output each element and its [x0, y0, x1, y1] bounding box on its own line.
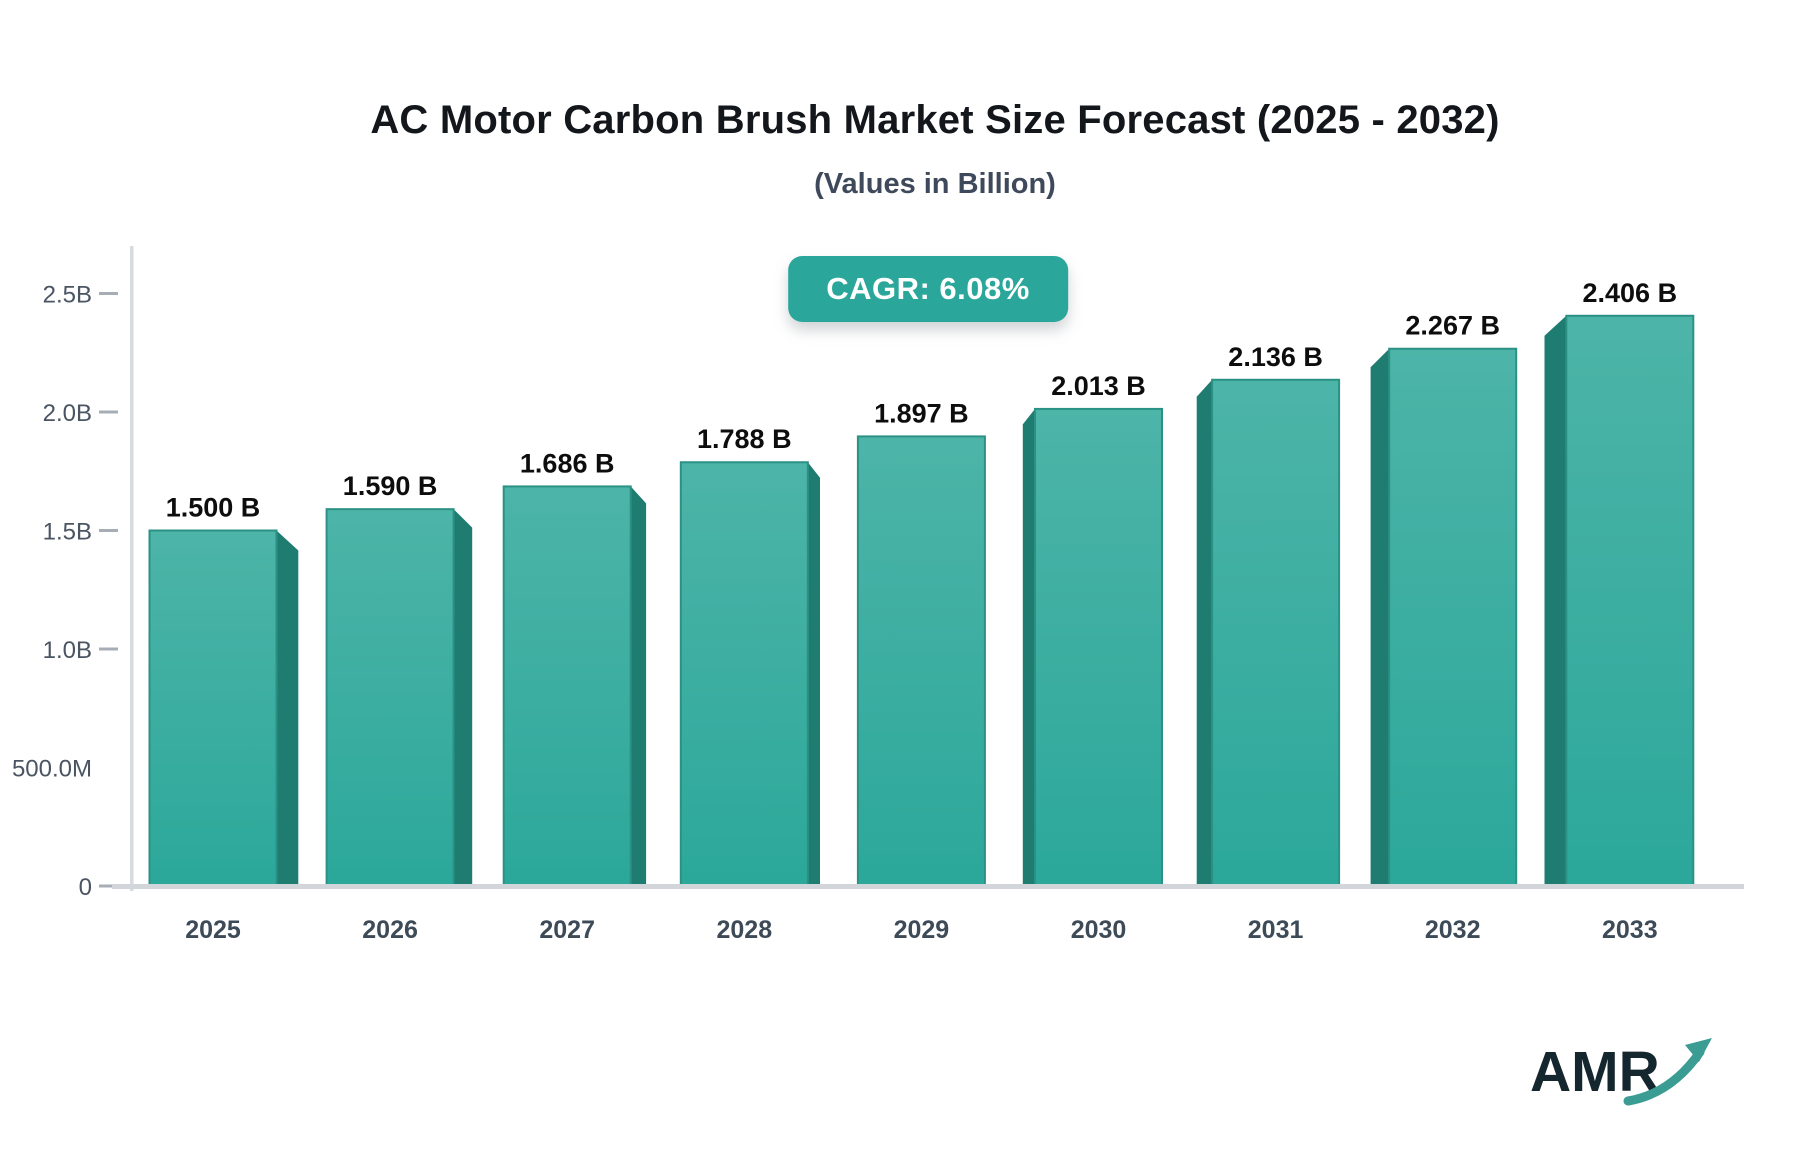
cagr-badge: CAGR: 6.08% [788, 256, 1068, 322]
bar-front-face [856, 435, 986, 887]
bar-side-face [1370, 348, 1390, 886]
bar-2031: 2.136 B [1196, 342, 1341, 887]
bar-side-face [1544, 315, 1567, 886]
growth-arrowhead-icon [1685, 1038, 1712, 1062]
bar-2028: 1.788 B [679, 424, 820, 887]
bar-front-face [325, 508, 455, 887]
bar-value-label: 1.686 B [520, 448, 615, 478]
x-axis-label: 2031 [1248, 916, 1304, 944]
bar-value-label: 1.500 B [166, 493, 261, 523]
x-axis-baseline [112, 884, 1744, 889]
bar-front-face [502, 485, 632, 887]
bar-value-label: 2.267 B [1405, 311, 1500, 341]
y-tick-dash [99, 647, 118, 651]
bar-2027: 1.686 B [502, 448, 647, 887]
bar-value-label: 1.897 B [874, 398, 969, 428]
bar-2029: 1.897 B [856, 398, 986, 887]
y-tick-dash [99, 410, 118, 414]
bar-2030: 2.013 B [1022, 371, 1163, 887]
y-axis: 2.5B 2.0B 1.5B 1.0B 500.0M 0 [12, 246, 134, 901]
x-axis-label: 2026 [362, 916, 418, 944]
bars: 1.500 B 1.590 B 1.686 B 1.788 B 1.897 B 2.013… [148, 278, 1695, 887]
bar-side-face [807, 462, 820, 886]
y-tick-dash [99, 884, 118, 888]
amr-logo-text: AMR [1530, 1040, 1660, 1104]
bar-side-face [1022, 408, 1035, 886]
y-tick-label: 2.5B [43, 282, 92, 309]
x-axis-label: 2028 [716, 916, 772, 944]
bar-front-face [1211, 378, 1341, 887]
bar-2025: 1.500 B [148, 493, 299, 887]
y-tick-label: 0 [79, 874, 92, 901]
x-axis-label: 2025 [185, 916, 241, 944]
bar-2033: 2.406 B [1544, 278, 1695, 887]
x-axis-label: 2027 [539, 916, 595, 944]
bar-front-face [1388, 347, 1518, 887]
growth-arrow-icon [1623, 1047, 1705, 1106]
bar-side-face [630, 486, 647, 886]
page-subtitle: (Values in Billion) [814, 168, 1056, 200]
bar-value-label: 2.013 B [1051, 371, 1146, 401]
bar-side-face [276, 530, 299, 886]
x-axis-label: 2029 [894, 916, 950, 944]
bar-front-face [148, 529, 278, 887]
bar-side-face [453, 509, 473, 886]
bar-front-face [1565, 314, 1695, 887]
x-axis-label: 2030 [1071, 916, 1127, 944]
page-title: AC Motor Carbon Brush Market Size Foreca… [370, 98, 1500, 142]
y-tick-label: 2.0B [43, 400, 92, 427]
bar-value-label: 2.136 B [1228, 342, 1323, 372]
bar-2032: 2.267 B [1370, 311, 1518, 887]
amr-logo: AMR [1530, 1038, 1712, 1106]
bar-2026: 1.590 B [325, 471, 473, 887]
bar-value-label: 1.788 B [697, 424, 792, 454]
y-tick-dash [99, 292, 118, 295]
x-axis-label: 2032 [1425, 916, 1481, 944]
bar-front-face [1034, 407, 1163, 887]
x-axis-label: 2033 [1602, 916, 1658, 944]
y-tick-dash [99, 529, 118, 532]
bar-front-face [679, 461, 809, 887]
y-tick-label: 500.0M [12, 756, 92, 783]
y-tick-label: 1.5B [43, 519, 92, 546]
x-axis: 2025 2026 2027 2028 2029 2030 2031 2032 2033 [185, 916, 1657, 944]
bar-value-label: 2.406 B [1583, 278, 1678, 308]
bar-value-label: 1.590 B [343, 471, 438, 501]
y-tick-label: 1.0B [43, 637, 92, 664]
bar-side-face [1196, 379, 1213, 886]
